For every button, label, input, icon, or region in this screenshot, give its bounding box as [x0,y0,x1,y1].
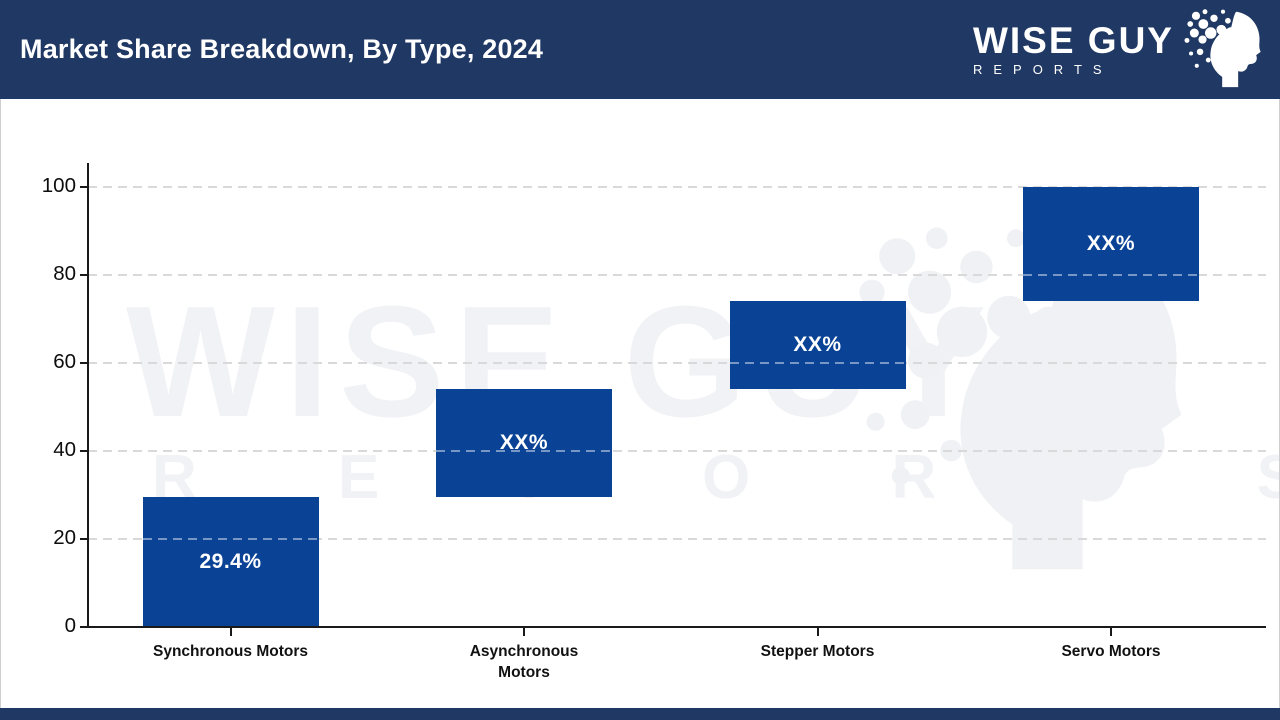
y-tick-mark [80,361,88,364]
y-tick-mark [80,185,88,188]
brand-logo: WISE GUY REPORTS [973,6,1266,92]
brand-subname: REPORTS [972,62,1113,77]
brand-name: WISE GUY [972,20,1174,61]
y-tick-mark [80,626,88,628]
x-category-label: Asynchronous Motors [469,643,579,681]
header-bar: Market Share Breakdown, By Type, 2024 WI… [0,0,1280,99]
y-gridline-overlay [1023,273,1199,276]
x-tick-mark [229,628,232,636]
page-title: Market Share Breakdown, By Type, 2024 [20,34,544,64]
y-gridline [88,537,1266,540]
x-category-label: Servo Motors [1061,643,1161,660]
y-tick-label: 20 [53,525,76,549]
x-category-label: Synchronous Motors [152,643,308,660]
y-tick-mark [80,537,88,540]
y-axis-line [87,163,89,628]
brand-logo-text: WISE GUY REPORTS [972,20,1174,78]
bar: XX% [436,389,612,498]
y-tick-mark [80,449,88,452]
y-gridline [88,449,1266,452]
bar: XX% [1023,186,1199,302]
y-tick-mark [80,273,88,276]
bar-value-label: 29.4% [199,550,262,574]
x-axis-line [87,626,1266,628]
dotted-head-logo-icon [1184,9,1261,88]
y-gridline-overlay [142,537,319,540]
bar-value-label: XX% [499,431,549,455]
y-gridline [88,273,1266,276]
x-tick-mark [1110,628,1112,636]
bar: XX% [729,301,906,390]
y-tick-label: 0 [64,614,76,637]
bar-value-label: XX% [1086,231,1136,255]
y-gridline-overlay [436,449,612,452]
y-tick-label: 80 [53,261,76,285]
y-gridline-overlay [729,361,906,364]
y-tick-label: 60 [53,349,76,373]
bar: 29.4% [142,497,319,627]
y-gridline [88,361,1266,364]
y-tick-label: 100 [41,173,76,197]
y-tick-label: 40 [53,437,76,461]
footer-bar [0,708,1280,720]
x-tick-mark [816,628,819,636]
y-gridline [88,185,1266,188]
bar-value-label: XX% [793,333,842,357]
x-tick-mark [523,628,525,636]
x-category-label: Stepper Motors [760,643,875,660]
